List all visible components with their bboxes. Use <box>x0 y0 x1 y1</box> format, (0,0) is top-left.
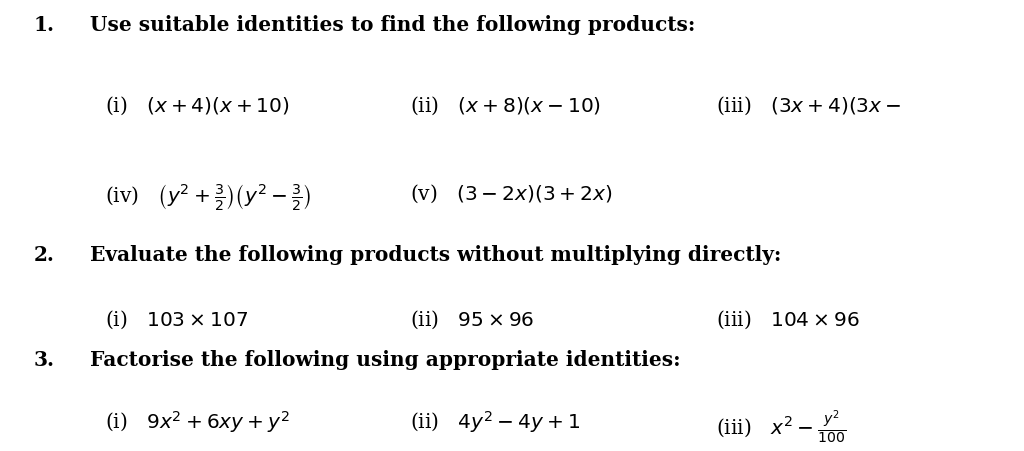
Text: (ii)   $95 \times 96$: (ii) $95 \times 96$ <box>411 308 535 331</box>
Text: Use suitable identities to find the following products:: Use suitable identities to find the foll… <box>69 15 695 35</box>
Text: (v)   $(3-2x)(3+2x)$: (v) $(3-2x)(3+2x)$ <box>411 183 612 205</box>
Text: 3.: 3. <box>34 350 54 370</box>
Text: (i)   $103 \times 107$: (i) $103 \times 107$ <box>104 308 248 331</box>
Text: (iii)   $104 \times 96$: (iii) $104 \times 96$ <box>716 308 859 331</box>
Text: 1.: 1. <box>34 15 54 35</box>
Text: (i)   $9x^2+6xy+y^2$: (i) $9x^2+6xy+y^2$ <box>104 409 290 435</box>
Text: (iii)   $(3x+4)(3x-$: (iii) $(3x+4)(3x-$ <box>716 95 901 117</box>
Text: 2.: 2. <box>34 245 54 266</box>
Text: (i)   $(x+4)(x+10)$: (i) $(x+4)(x+10)$ <box>104 95 290 117</box>
Text: (iii)   $x^2-\frac{y^2}{100}$: (iii) $x^2-\frac{y^2}{100}$ <box>716 409 846 446</box>
Text: (ii)   $(x+8)(x-10)$: (ii) $(x+8)(x-10)$ <box>411 95 601 117</box>
Text: (ii)   $4y^2-4y+1$: (ii) $4y^2-4y+1$ <box>411 409 581 435</box>
Text: Evaluate the following products without multiplying directly:: Evaluate the following products without … <box>69 245 781 266</box>
Text: (iv)   $\left(y^2+\frac{3}{2}\right)\left(y^2-\frac{3}{2}\right)$: (iv) $\left(y^2+\frac{3}{2}\right)\left(… <box>104 183 311 213</box>
Text: Factorise the following using appropriate identities:: Factorise the following using appropriat… <box>69 350 681 370</box>
